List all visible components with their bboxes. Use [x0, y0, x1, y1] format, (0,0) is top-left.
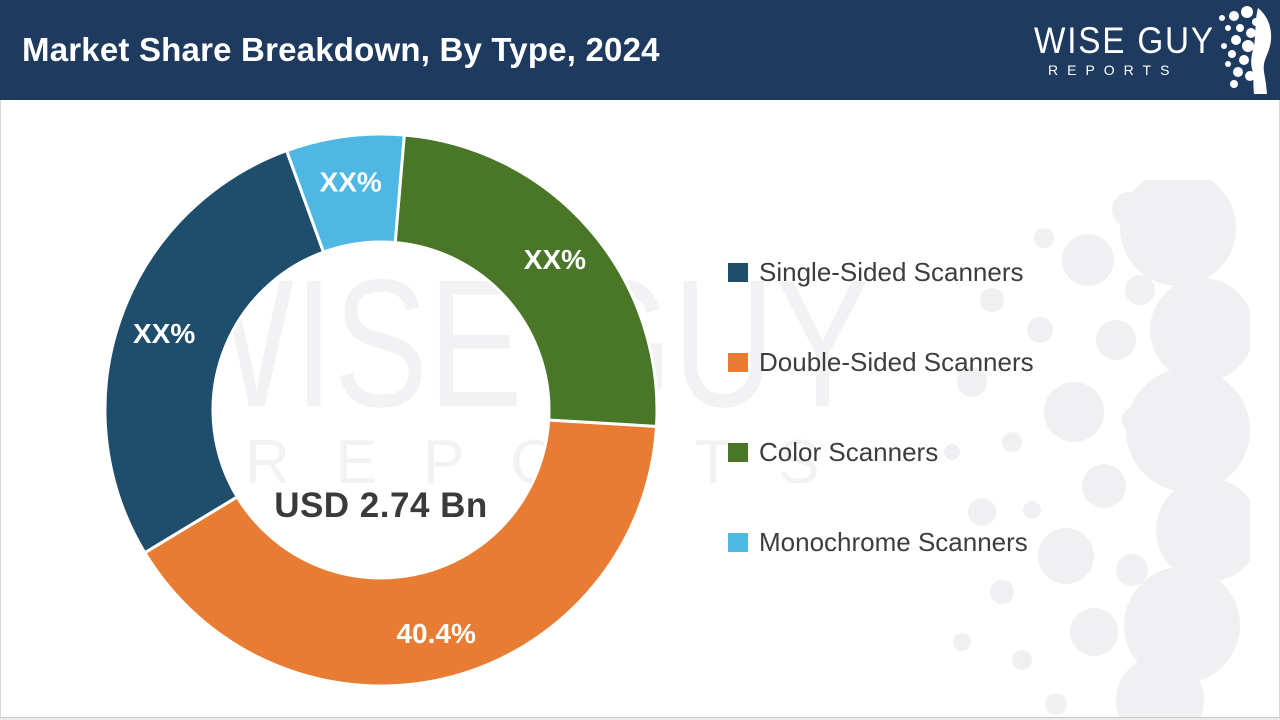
legend-item-color-scanners: Color Scanners	[728, 436, 939, 467]
brand-logo-name: WISE GUY	[1034, 20, 1215, 61]
legend-label-single-sided-scanners: Single-Sided Scanners	[759, 256, 1024, 287]
page-title: Market Share Breakdown, By Type, 2024	[22, 31, 660, 68]
legend-label-double-sided-scanners: Double-Sided Scanners	[759, 346, 1034, 377]
frame-left-border	[0, 100, 1, 720]
chart-center-value: USD 2.74 Bn	[274, 486, 488, 525]
legend-swatch-color-scanners	[728, 442, 748, 462]
donut-chart: XX% 40.4% XX% XX%	[103, 132, 659, 688]
legend-label-color-scanners: Color Scanners	[759, 436, 939, 467]
frame-bottom-border	[0, 717, 1280, 720]
brand-logo-subtitle: REPORTS	[1048, 62, 1179, 78]
slice-pct-label-monochrome-scanners: XX%	[320, 167, 382, 198]
slice-pct-label-color-scanners: XX%	[524, 244, 586, 275]
legend-item-monochrome-scanners: Monochrome Scanners	[728, 526, 1028, 557]
slice-pct-label-single-sided-scanners: XX%	[133, 318, 195, 349]
slice-monochrome-scanners	[285, 132, 406, 254]
legend-swatch-monochrome-scanners	[728, 532, 748, 552]
brand-logo-face-icon	[1219, 6, 1272, 94]
slice-single-sided-scanners	[103, 149, 326, 555]
slice-pct-label-double-sided-scanners: 40.4%	[396, 618, 475, 649]
brand-logo: WISE GUY REPORTS	[1020, 4, 1272, 96]
legend-swatch-double-sided-scanners	[728, 352, 748, 372]
watermark-face-dots	[944, 180, 1250, 720]
legend: Single-Sided Scanners Double-Sided Scanne…	[728, 100, 1148, 620]
slice-double-sided-scanners	[143, 418, 659, 688]
legend-item-double-sided-scanners: Double-Sided Scanners	[728, 346, 1034, 377]
legend-item-single-sided-scanners: Single-Sided Scanners	[728, 256, 1024, 287]
legend-swatch-single-sided-scanners	[728, 262, 748, 282]
header-bar: Market Share Breakdown, By Type, 2024 WI…	[0, 0, 1280, 100]
slice-color-scanners	[393, 133, 659, 428]
legend-label-monochrome-scanners: Monochrome Scanners	[759, 526, 1028, 557]
